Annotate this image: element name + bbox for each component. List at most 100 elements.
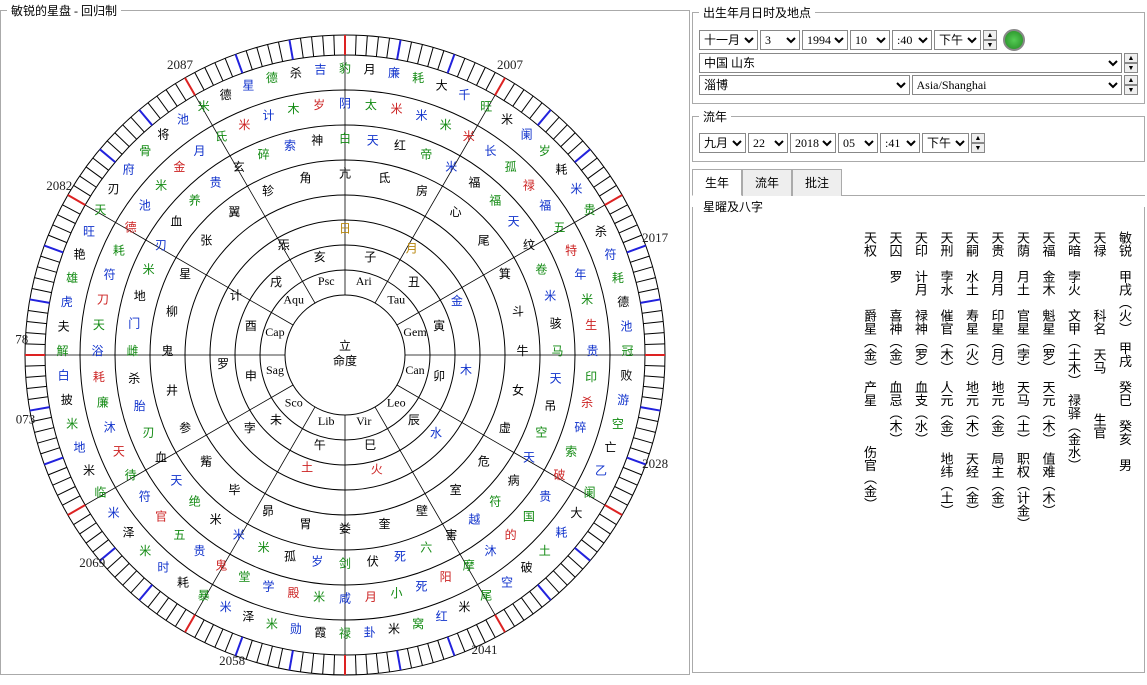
svg-text:2028: 2028 [642, 456, 668, 471]
svg-text:堂: 堂 [238, 570, 250, 584]
svg-text:娄: 娄 [339, 521, 351, 536]
birth-location[interactable]: 中国 山东 [699, 53, 1122, 73]
svg-text:2041: 2041 [471, 642, 497, 657]
svg-text:害: 害 [445, 527, 457, 542]
tz-spinner[interactable]: ▲▼ [1124, 75, 1138, 95]
svg-text:乙: 乙 [595, 463, 607, 477]
svg-text:井: 井 [166, 383, 178, 397]
svg-text:游: 游 [617, 393, 629, 407]
svg-text:Vir: Vir [356, 414, 371, 428]
svg-text:天: 天 [170, 473, 182, 487]
svg-text:毕: 毕 [228, 483, 240, 497]
svg-text:马: 马 [551, 344, 563, 358]
svg-text:生: 生 [585, 318, 597, 332]
svg-text:暴: 暴 [198, 589, 210, 603]
svg-text:金: 金 [173, 159, 185, 174]
svg-text:刃: 刃 [155, 238, 167, 252]
svg-text:索: 索 [284, 139, 296, 153]
svg-text:小: 小 [390, 586, 402, 600]
svg-text:德: 德 [617, 294, 629, 309]
svg-text:白: 白 [339, 131, 351, 146]
svg-text:米: 米 [570, 182, 582, 196]
transit-year[interactable]: 2018 [790, 133, 836, 153]
svg-text:索: 索 [565, 445, 577, 459]
svg-text:命度: 命度 [333, 353, 357, 368]
svg-text:千: 千 [458, 88, 470, 102]
svg-text:耗: 耗 [177, 575, 189, 589]
svg-text:年: 年 [574, 268, 586, 282]
svg-text:米: 米 [143, 263, 155, 277]
svg-text:Sco: Sco [285, 395, 303, 409]
svg-text:廉: 廉 [388, 65, 400, 80]
svg-text:大: 大 [570, 506, 582, 520]
birth-tz[interactable]: Asia/Shanghai [912, 75, 1123, 95]
svg-text:白: 白 [58, 368, 70, 383]
svg-text:败: 败 [620, 368, 632, 383]
svg-text:的: 的 [505, 527, 517, 542]
svg-text:火: 火 [371, 462, 383, 476]
loc-spinner[interactable]: ▲▼ [1124, 53, 1138, 73]
svg-text:贵: 贵 [586, 344, 598, 358]
svg-text:米: 米 [233, 528, 245, 542]
svg-text:空: 空 [501, 575, 513, 589]
birth-ampm[interactable]: 下午 [934, 30, 981, 50]
transit-hour[interactable]: 05 [838, 133, 878, 153]
transit-day[interactable]: 22 [748, 133, 788, 153]
svg-text:红: 红 [436, 608, 448, 623]
svg-text:觜: 觜 [200, 455, 212, 469]
svg-text:丑: 丑 [408, 275, 420, 289]
svg-text:米: 米 [463, 130, 475, 144]
tab-notes[interactable]: 批注 [792, 169, 842, 196]
svg-text:米: 米 [139, 544, 151, 558]
svg-text:炁: 炁 [278, 238, 290, 252]
svg-text:越: 越 [468, 513, 480, 527]
svg-text:德: 德 [125, 219, 137, 234]
svg-text:柳: 柳 [166, 305, 178, 319]
svg-text:寅: 寅 [433, 318, 445, 333]
tab-birth-year[interactable]: 生年 [692, 169, 742, 196]
birth-hour[interactable]: 10 [850, 30, 890, 50]
transit-minute[interactable]: :41 [880, 133, 920, 153]
svg-text:地: 地 [74, 441, 86, 455]
birth-day[interactable]: 3 [760, 30, 800, 50]
transit-ampm[interactable]: 下午 [922, 133, 969, 153]
svg-text:旺: 旺 [480, 99, 492, 113]
svg-text:空: 空 [612, 417, 624, 431]
svg-text:酉: 酉 [245, 319, 257, 333]
svg-text:特: 特 [565, 242, 577, 257]
birth-minute[interactable]: :40 [892, 30, 932, 50]
svg-text:玄: 玄 [233, 159, 245, 174]
birth-spinner[interactable]: ▲▼ [983, 30, 997, 50]
svg-text:将: 将 [157, 128, 169, 142]
svg-text:解: 解 [56, 344, 68, 358]
transit-spinner[interactable]: ▲▼ [971, 133, 985, 153]
go-button[interactable] [1003, 29, 1025, 51]
birth-month[interactable]: 十一月 [699, 30, 758, 50]
svg-text:杀: 杀 [581, 394, 593, 409]
svg-text:摩: 摩 [463, 557, 475, 572]
svg-text:土: 土 [301, 461, 313, 475]
svg-text:金: 金 [451, 293, 463, 308]
svg-text:雄: 雄 [66, 270, 78, 285]
svg-text:府: 府 [123, 161, 135, 176]
svg-text:五: 五 [173, 528, 185, 542]
svg-text:鬼: 鬼 [161, 343, 173, 358]
transit-month[interactable]: 九月 [699, 133, 746, 153]
svg-text:角: 角 [299, 171, 311, 185]
svg-text:杀: 杀 [290, 65, 302, 80]
svg-text:池: 池 [620, 319, 632, 333]
svg-text:符: 符 [604, 246, 616, 261]
svg-text:孤: 孤 [505, 160, 517, 174]
svg-text:Ari: Ari [356, 274, 373, 288]
svg-text:尾: 尾 [480, 589, 492, 603]
svg-text:耗: 耗 [555, 162, 567, 176]
svg-text:2082: 2082 [46, 178, 72, 193]
svg-text:天: 天 [550, 372, 562, 386]
tab-transit-year[interactable]: 流年 [742, 169, 792, 196]
svg-text:戌: 戌 [270, 275, 282, 289]
svg-text:计: 计 [263, 109, 275, 123]
birth-year[interactable]: 1994 [802, 30, 848, 50]
svg-text:亢: 亢 [339, 166, 351, 181]
birth-city[interactable]: 淄博 [699, 75, 910, 95]
svg-text:死: 死 [394, 549, 406, 563]
